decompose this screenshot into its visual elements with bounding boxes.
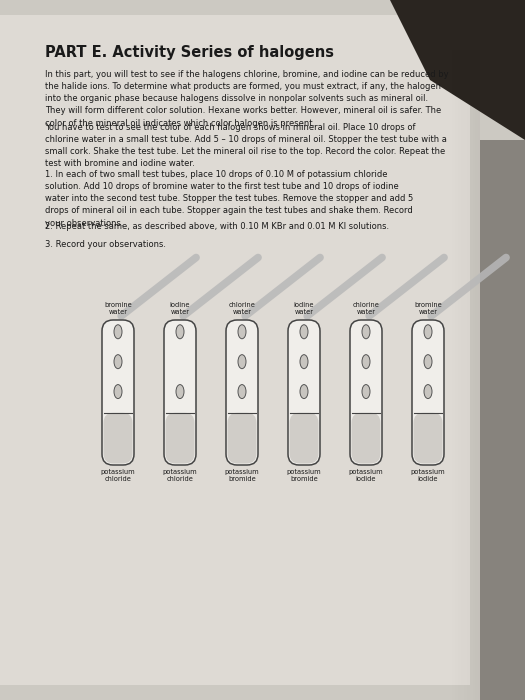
FancyBboxPatch shape bbox=[289, 413, 319, 463]
Ellipse shape bbox=[424, 355, 432, 369]
FancyBboxPatch shape bbox=[414, 413, 443, 463]
Ellipse shape bbox=[114, 355, 122, 369]
Text: potassium
chloride: potassium chloride bbox=[101, 469, 135, 482]
Text: bromine
water: bromine water bbox=[414, 302, 442, 315]
Polygon shape bbox=[390, 0, 525, 140]
FancyBboxPatch shape bbox=[226, 320, 258, 465]
FancyBboxPatch shape bbox=[103, 413, 132, 463]
Ellipse shape bbox=[238, 325, 246, 339]
Text: chlorine
water: chlorine water bbox=[228, 302, 256, 315]
Text: You have to test to see the color of each halogen shows in mineral oil. Place 10: You have to test to see the color of eac… bbox=[45, 123, 447, 169]
Ellipse shape bbox=[114, 325, 122, 339]
Text: iodine
water: iodine water bbox=[170, 302, 190, 315]
Ellipse shape bbox=[176, 384, 184, 398]
Text: potassium
bromide: potassium bromide bbox=[225, 469, 259, 482]
Ellipse shape bbox=[300, 355, 308, 369]
Ellipse shape bbox=[362, 355, 370, 369]
Text: iodine
water: iodine water bbox=[294, 302, 314, 315]
Ellipse shape bbox=[362, 384, 370, 398]
Text: potassium
bromide: potassium bromide bbox=[287, 469, 321, 482]
FancyBboxPatch shape bbox=[0, 15, 470, 685]
Polygon shape bbox=[480, 140, 525, 700]
Ellipse shape bbox=[362, 325, 370, 339]
Ellipse shape bbox=[238, 384, 246, 398]
Text: chlorine
water: chlorine water bbox=[353, 302, 380, 315]
Text: potassium
iodide: potassium iodide bbox=[411, 469, 445, 482]
Text: PART E. Activity Series of halogens: PART E. Activity Series of halogens bbox=[45, 45, 334, 60]
Text: potassium
chloride: potassium chloride bbox=[163, 469, 197, 482]
Text: 1. In each of two small test tubes, place 10 drops of 0.10 M of potassium chlori: 1. In each of two small test tubes, plac… bbox=[45, 170, 413, 228]
Text: 2. Repeat the same, as described above, with 0.10 M KBr and 0.01 M KI solutions.: 2. Repeat the same, as described above, … bbox=[45, 222, 389, 231]
FancyBboxPatch shape bbox=[350, 320, 382, 465]
FancyBboxPatch shape bbox=[165, 413, 194, 463]
FancyBboxPatch shape bbox=[352, 413, 381, 463]
Ellipse shape bbox=[424, 325, 432, 339]
FancyBboxPatch shape bbox=[288, 320, 320, 465]
Ellipse shape bbox=[300, 325, 308, 339]
Text: 3. Record your observations.: 3. Record your observations. bbox=[45, 240, 166, 249]
FancyBboxPatch shape bbox=[164, 320, 196, 465]
FancyBboxPatch shape bbox=[412, 320, 444, 465]
Ellipse shape bbox=[238, 355, 246, 369]
Text: In this part, you will test to see if the halogens chlorine, bromine, and iodine: In this part, you will test to see if th… bbox=[45, 70, 449, 127]
FancyBboxPatch shape bbox=[102, 320, 134, 465]
Text: potassium
iodide: potassium iodide bbox=[349, 469, 383, 482]
FancyBboxPatch shape bbox=[227, 413, 257, 463]
Ellipse shape bbox=[300, 384, 308, 398]
Ellipse shape bbox=[114, 384, 122, 398]
Ellipse shape bbox=[176, 325, 184, 339]
Text: bromine
water: bromine water bbox=[104, 302, 132, 315]
Ellipse shape bbox=[424, 384, 432, 398]
